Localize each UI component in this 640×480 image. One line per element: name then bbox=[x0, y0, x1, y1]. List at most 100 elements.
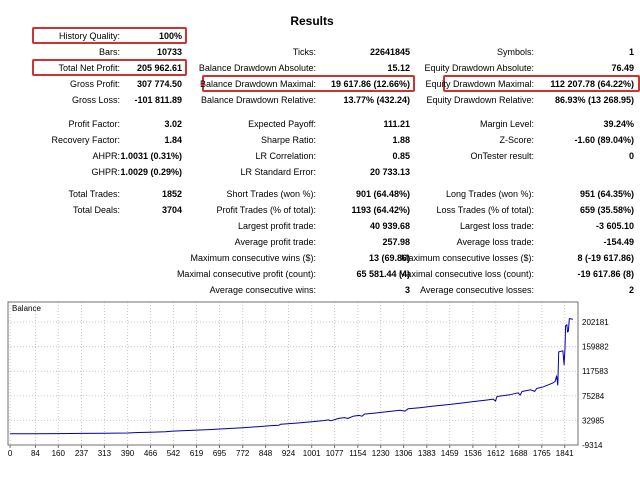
stat-value: 1.84 bbox=[164, 135, 182, 145]
stat-value: 2 bbox=[628, 285, 634, 295]
stat-label: OnTester result: bbox=[470, 151, 534, 161]
stat-row: Gross Profit: 307 774.50 bbox=[36, 76, 182, 92]
stat-value: -101 811.89 bbox=[134, 95, 182, 105]
y-axis-label: 117583 bbox=[582, 367, 609, 376]
stat-label: AHPR: bbox=[92, 151, 120, 161]
stat-value: 1.88 bbox=[392, 135, 410, 145]
stat-row: LR Correlation: 0.85 bbox=[204, 148, 410, 164]
stat-label: LR Standard Error: bbox=[240, 167, 316, 177]
stat-value: 20 733.13 bbox=[369, 167, 410, 177]
stat-row: Sharpe Ratio: 1.88 bbox=[204, 132, 410, 148]
stat-label: Equity Drawdown Relative: bbox=[426, 95, 534, 105]
stat-label: Bars: bbox=[98, 47, 120, 57]
stat-value: 1852 bbox=[161, 189, 182, 199]
stat-value: 951 (64.35%) bbox=[579, 189, 634, 199]
stat-label: Expected Payoff: bbox=[248, 119, 316, 129]
stat-label: Profit Factor: bbox=[68, 119, 120, 129]
stat-label: Maximal consecutive loss (count): bbox=[398, 269, 534, 279]
stat-row: Balance Drawdown Relative: 13.77% (432.24… bbox=[201, 92, 410, 108]
x-axis-label: 84 bbox=[31, 449, 40, 458]
stat-row-empty bbox=[36, 234, 182, 250]
stat-value: 901 (64.48%) bbox=[355, 189, 410, 199]
stat-value: 10733 bbox=[156, 47, 182, 57]
stat-value: 1.0029 (0.29%) bbox=[120, 167, 182, 177]
stat-value: 19 617.86 (12.66%) bbox=[330, 79, 410, 89]
x-axis-label: 619 bbox=[190, 449, 204, 458]
stats-column-right: Symbols: 1 Equity Drawdown Absolute: 76.49 E… bbox=[399, 28, 640, 298]
stat-value: 111.21 bbox=[383, 119, 410, 129]
stat-row: Symbols: 1 bbox=[442, 44, 634, 60]
stat-row: Z-Score: -1.60 (89.04%) bbox=[442, 132, 634, 148]
stat-label: Loss Trades (% of total): bbox=[436, 205, 534, 215]
x-axis-label: 1536 bbox=[464, 449, 482, 458]
stat-row-empty bbox=[442, 28, 634, 44]
highlight-box bbox=[202, 75, 415, 92]
x-axis-label: 390 bbox=[121, 449, 135, 458]
chart-plot-border bbox=[7, 301, 579, 446]
balance-chart: 0 84 160 237 313 390 466 542 619 695 772 848 924 1001… bbox=[7, 301, 609, 458]
x-axis-label: 0 bbox=[8, 449, 13, 458]
stat-row: Bars: 10733 bbox=[36, 44, 182, 60]
x-axis-label: 848 bbox=[259, 449, 273, 458]
stat-label: Sharpe Ratio: bbox=[260, 135, 316, 145]
y-axis-label: -9314 bbox=[582, 441, 603, 450]
stat-label: Gross Loss: bbox=[71, 95, 120, 105]
stat-value: 112 207.78 (64.22%) bbox=[550, 79, 634, 89]
y-axis-label: 202181 bbox=[582, 318, 609, 327]
x-axis-label: 1306 bbox=[395, 449, 413, 458]
x-axis-label: 924 bbox=[282, 449, 296, 458]
stat-value: 15.12 bbox=[387, 63, 410, 73]
stat-value: 659 (35.58%) bbox=[579, 205, 634, 215]
stat-value: 307 774.50 bbox=[136, 79, 182, 89]
stat-label: Largest profit trade: bbox=[237, 221, 316, 231]
x-axis-label: 1154 bbox=[349, 449, 367, 458]
stat-row: Recovery Factor: 1.84 bbox=[36, 132, 182, 148]
stat-row: Loss Trades (% of total): 659 (35.58%) bbox=[436, 202, 634, 218]
stat-label: LR Correlation: bbox=[255, 151, 316, 161]
stat-label: Maximum consecutive wins ($): bbox=[190, 253, 316, 263]
stat-label: Total Deals: bbox=[72, 205, 120, 215]
stat-row: OnTester result: 0 bbox=[442, 148, 634, 164]
balance-line bbox=[10, 318, 573, 435]
stat-label: Gross Profit: bbox=[69, 79, 120, 89]
stat-value: 40 939.68 bbox=[369, 221, 410, 231]
x-axis-label: 1230 bbox=[372, 449, 390, 458]
stat-label: Total Trades: bbox=[68, 189, 120, 199]
stat-label: Equity Drawdown Absolute: bbox=[424, 63, 534, 73]
stat-value: 100% bbox=[158, 31, 182, 41]
highlight-box bbox=[32, 59, 187, 76]
stat-label: History Quality: bbox=[58, 31, 120, 41]
stat-row: Maximum consecutive wins ($): 13 (69.86) bbox=[190, 250, 410, 266]
stat-value: 0.85 bbox=[392, 151, 410, 161]
stat-row: History Quality: 100% bbox=[32, 27, 187, 44]
stat-value: 39.24% bbox=[603, 119, 634, 129]
x-axis-label: 1612 bbox=[487, 449, 505, 458]
stat-row: Equity Drawdown Relative: 86.93% (13 268.… bbox=[426, 92, 634, 108]
stat-label: Margin Level: bbox=[479, 119, 534, 129]
stat-row: Equity Drawdown Maximal: 112 207.78 (64.2… bbox=[425, 75, 640, 92]
stat-label: Largest loss trade: bbox=[459, 221, 534, 231]
x-axis-label: 1841 bbox=[556, 449, 574, 458]
stat-value: 13 (69.86) bbox=[368, 253, 410, 263]
stat-row-empty bbox=[442, 164, 634, 180]
stat-row: Margin Level: 39.24% bbox=[442, 116, 634, 132]
stat-row: Equity Drawdown Absolute: 76.49 bbox=[424, 60, 634, 76]
stat-row-empty bbox=[36, 250, 182, 266]
stat-value: 0 bbox=[628, 151, 634, 161]
stat-label: Profit Trades (% of total): bbox=[216, 205, 316, 215]
stat-label: Ticks: bbox=[292, 47, 316, 57]
x-axis-label: 772 bbox=[236, 449, 250, 458]
stat-row: Largest profit trade: 40 939.68 bbox=[204, 218, 410, 234]
stat-label: Maximum consecutive losses ($): bbox=[400, 253, 534, 263]
stats-column-middle: Ticks: 22641845 Balance Drawdown Absolute:… bbox=[177, 28, 415, 298]
stat-value: -1.60 (89.04%) bbox=[574, 135, 634, 145]
x-axis-label: 1001 bbox=[303, 449, 321, 458]
stat-label: Symbols: bbox=[496, 47, 534, 57]
stat-row: Total Net Profit: 205 962.61 bbox=[32, 59, 187, 76]
stat-label: Recovery Factor: bbox=[51, 135, 120, 145]
group-gap bbox=[442, 108, 634, 116]
stat-label: Short Trades (won %): bbox=[226, 189, 316, 199]
x-axis-label: 237 bbox=[75, 449, 89, 458]
stat-label: Long Trades (won %): bbox=[445, 189, 534, 199]
stat-value: -3 605.10 bbox=[595, 221, 634, 231]
